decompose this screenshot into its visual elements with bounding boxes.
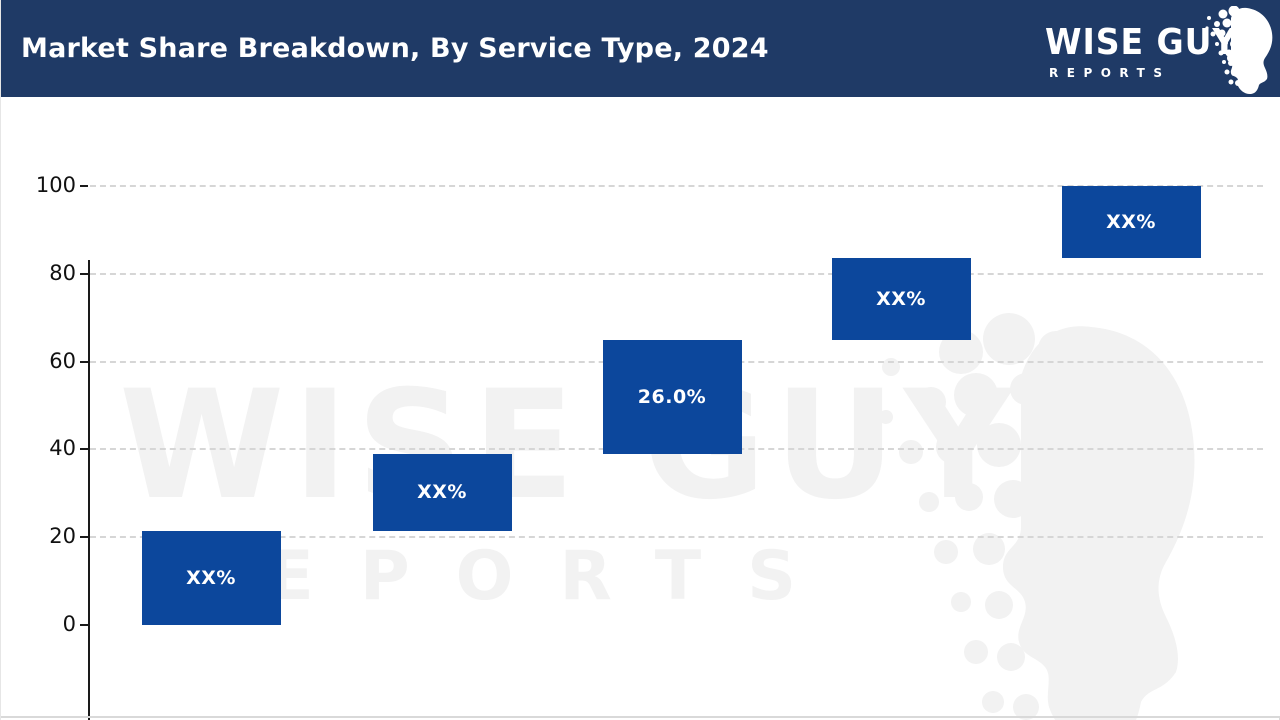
bar-value-label: XX% xyxy=(1106,211,1156,234)
waterfall-chart: WISE GUY REPORTS 0 20 40 60 80 100 XX% XX% 26.0%… xyxy=(1,97,1280,720)
y-tick-60 xyxy=(80,360,88,363)
y-tick-label-40: 40 xyxy=(49,436,76,461)
y-tick-label-80: 80 xyxy=(49,260,76,285)
head-profile-dots-icon xyxy=(1205,6,1273,94)
gridline-20 xyxy=(90,536,1263,539)
y-tick-100 xyxy=(80,185,88,187)
bar-value-label: XX% xyxy=(876,288,926,311)
brand-logo: WISE GUY REPORTS xyxy=(1017,6,1273,94)
gridline-80 xyxy=(90,272,1263,275)
bar-public-relations: XX% xyxy=(831,258,971,340)
y-tick-20 xyxy=(80,536,88,539)
brand-name: WISE GUY xyxy=(1045,22,1238,63)
bar-value-label: XX% xyxy=(417,481,467,504)
bar-medical-writing: XX% xyxy=(372,453,512,531)
y-tick-40 xyxy=(80,448,88,451)
brand-subname: REPORTS xyxy=(1049,66,1171,80)
watermark-brand-text: WISE GUY xyxy=(119,359,1021,533)
bar-value-label: 26.0% xyxy=(637,385,707,408)
header-bar: Market Share Breakdown, By Service Type,… xyxy=(1,0,1280,97)
bottom-border xyxy=(1,716,1280,718)
gridline-100 xyxy=(90,185,1263,187)
bar-content-creation: XX% xyxy=(141,530,281,625)
watermark-head-profile-icon xyxy=(879,313,1195,720)
brand-logo-text: WISE GUY REPORTS xyxy=(1045,22,1254,80)
y-tick-label-20: 20 xyxy=(49,524,76,549)
page-title: Market Share Breakdown, By Service Type,… xyxy=(21,33,769,64)
y-tick-label-100: 100 xyxy=(35,173,76,197)
bar-marketing-services: XX% xyxy=(1061,186,1201,259)
y-axis-spine xyxy=(88,260,90,720)
y-tick-0 xyxy=(80,624,88,626)
bar-digital-communication: 26.0% xyxy=(602,339,742,454)
y-tick-label-0: 0 xyxy=(62,612,76,636)
y-tick-80 xyxy=(80,272,88,275)
y-tick-label-60: 60 xyxy=(49,348,76,373)
bar-value-label: XX% xyxy=(186,566,236,589)
